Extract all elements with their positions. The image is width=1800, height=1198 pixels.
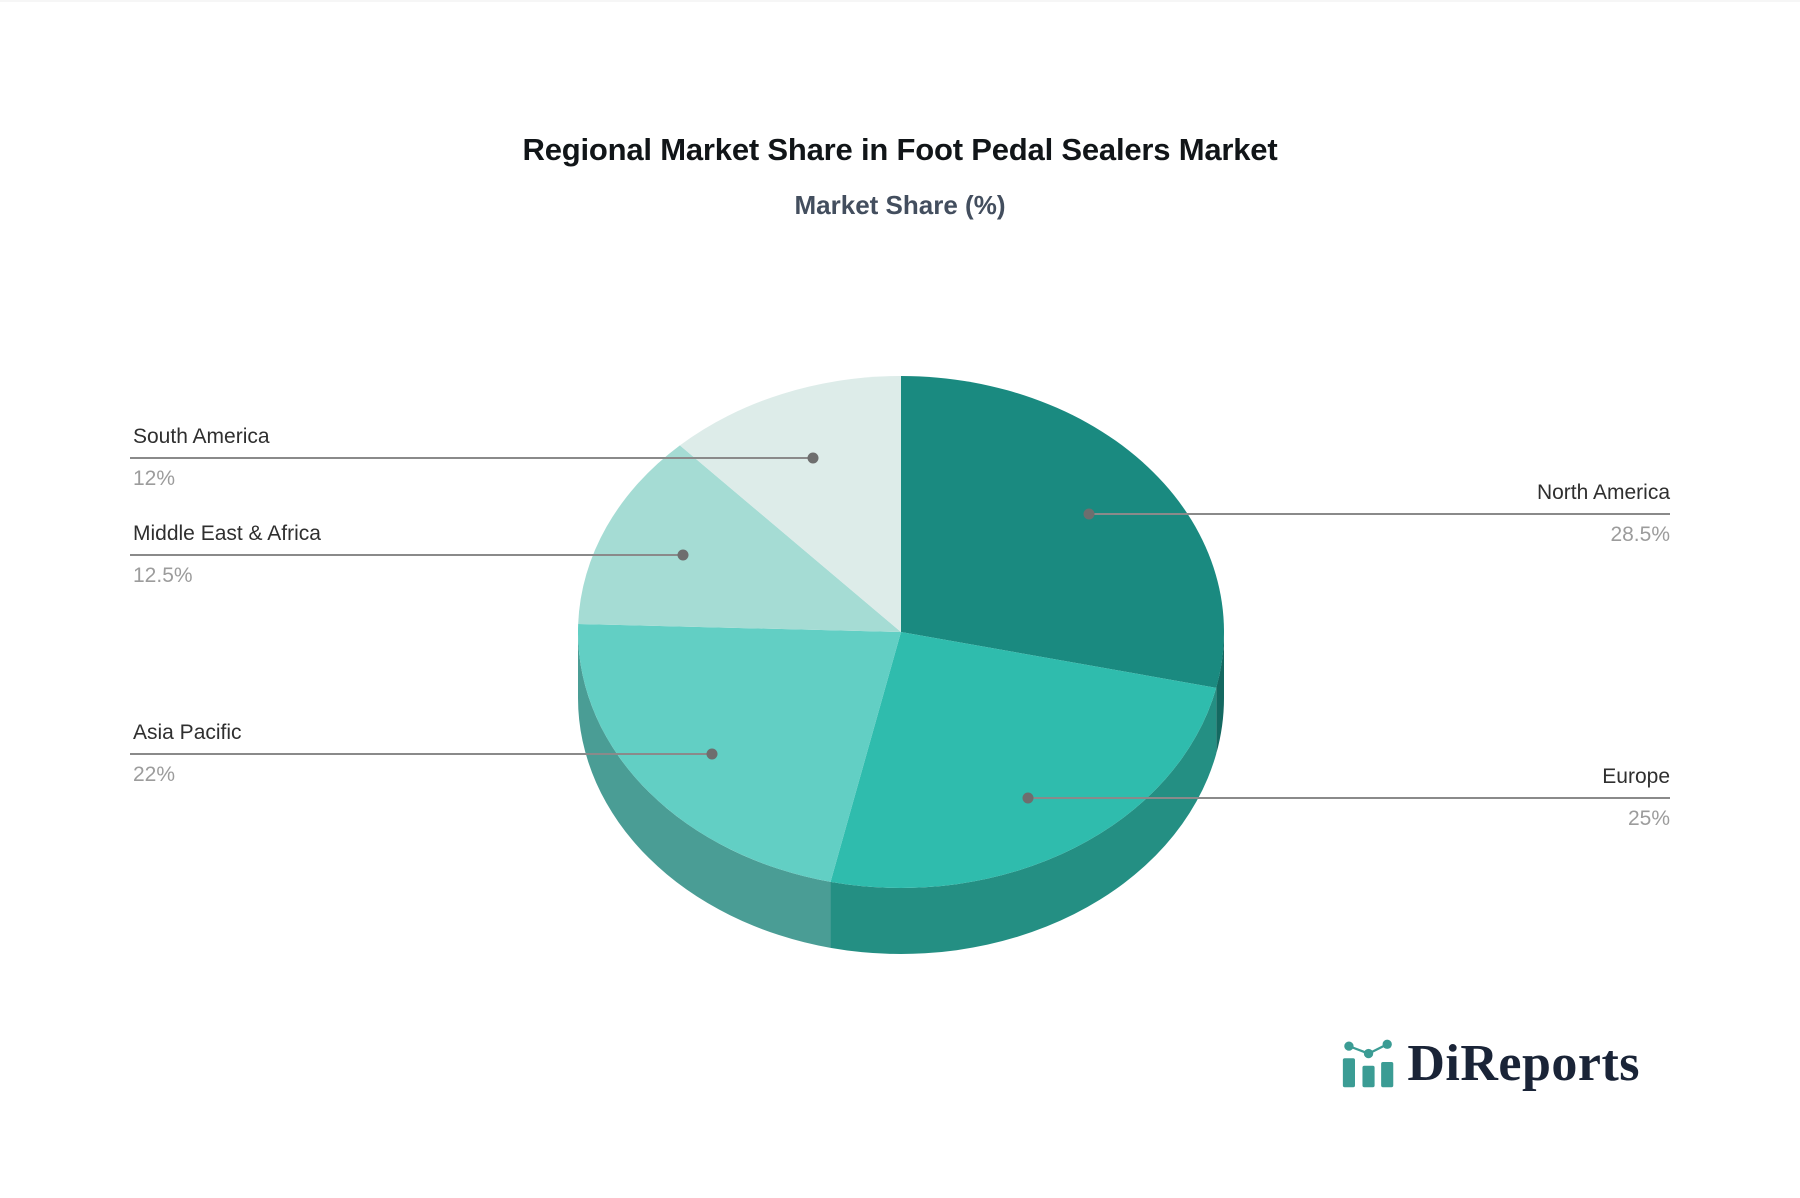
slice-label-asia-pacific: Asia Pacific — [133, 721, 242, 744]
pie-slice-depth-europe — [830, 687, 1217, 954]
chart-subtitle: Market Share (%) — [794, 190, 1006, 220]
chart-title: Regional Market Share in Foot Pedal Seal… — [522, 132, 1278, 167]
pie-slice-south-america[interactable] — [679, 376, 901, 632]
slice-value-south-america: 12% — [133, 467, 176, 490]
slice-value-asia-pacific: 22% — [133, 763, 176, 786]
pie-slice-depth-north-america — [1216, 632, 1224, 754]
pie-slice-asia-pacific[interactable] — [578, 623, 901, 882]
brand-logo: DiReports — [1341, 1035, 1640, 1093]
leader-dot-south-america — [807, 452, 819, 464]
pie-slice-middle-east-and-africa[interactable] — [578, 445, 901, 632]
slice-value-europe: 25% — [1627, 807, 1670, 830]
slice-value-middle-east-and-africa: 12.5% — [133, 564, 193, 587]
slice-value-north-america: 28.5% — [1610, 523, 1670, 546]
slice-label-south-america: South America — [133, 425, 270, 448]
pie-slice-depth-asia-pacific — [578, 632, 831, 948]
leader-dot-asia-pacific — [706, 748, 718, 760]
slice-label-north-america: North America — [1536, 481, 1670, 504]
pie-slice-europe[interactable] — [830, 632, 1217, 888]
slice-label-europe: Europe — [1602, 765, 1670, 788]
leader-dot-europe — [1022, 792, 1034, 804]
pie-slice-north-america[interactable] — [901, 376, 1224, 688]
slice-label-middle-east-and-africa: Middle East & Africa — [133, 522, 321, 545]
leader-dot-north-america — [1083, 508, 1095, 520]
leader-dot-middle-east-and-africa — [677, 549, 689, 561]
bar-chart-trend-icon — [1343, 1039, 1394, 1088]
brand-logo-text: DiReports — [1407, 1035, 1640, 1093]
